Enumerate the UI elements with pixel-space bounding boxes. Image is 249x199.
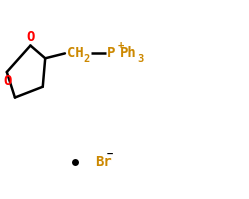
Text: P: P (107, 46, 116, 60)
Text: O: O (4, 74, 12, 88)
Text: −: − (107, 148, 113, 158)
Text: Ph: Ph (120, 46, 136, 60)
Text: O: O (26, 30, 35, 44)
Text: 3: 3 (137, 54, 144, 64)
Text: CH: CH (67, 46, 83, 60)
Text: +: + (118, 40, 124, 50)
Text: 2: 2 (83, 54, 90, 64)
Text: Br: Br (95, 155, 112, 169)
